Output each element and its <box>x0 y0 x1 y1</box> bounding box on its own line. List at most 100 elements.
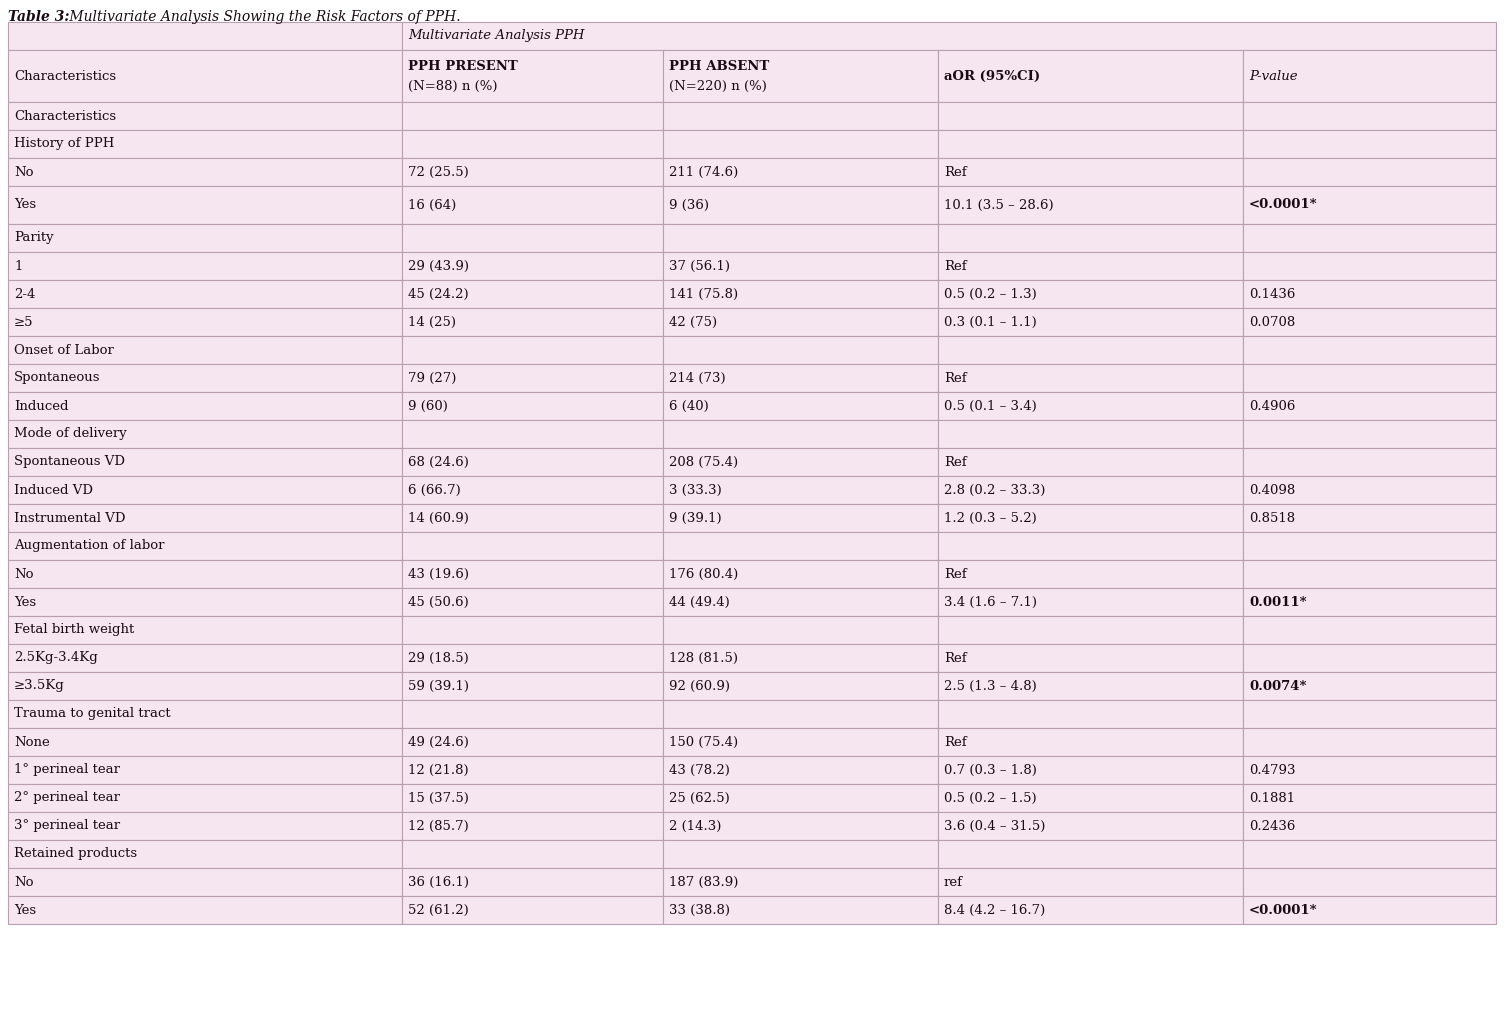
Text: 37 (56.1): 37 (56.1) <box>669 259 729 272</box>
Bar <box>663 364 938 392</box>
Bar <box>1242 186 1496 224</box>
Text: Fetal birth weight: Fetal birth weight <box>14 624 134 636</box>
Bar <box>938 130 1242 158</box>
Bar <box>403 868 663 896</box>
Bar <box>403 728 663 756</box>
Bar <box>663 784 938 812</box>
Text: 3.6 (0.4 – 31.5): 3.6 (0.4 – 31.5) <box>945 819 1045 833</box>
Bar <box>938 756 1242 784</box>
Text: 42 (75): 42 (75) <box>669 316 717 329</box>
Bar <box>663 186 938 224</box>
Bar <box>663 616 938 644</box>
Text: Ref: Ref <box>945 455 967 469</box>
Bar <box>938 364 1242 392</box>
Bar <box>938 728 1242 756</box>
Text: ≥5: ≥5 <box>14 316 33 329</box>
Text: 59 (39.1): 59 (39.1) <box>408 680 469 693</box>
Text: 0.4793: 0.4793 <box>1248 764 1295 776</box>
Text: 68 (24.6): 68 (24.6) <box>408 455 469 469</box>
Text: 10.1 (3.5 – 28.6): 10.1 (3.5 – 28.6) <box>945 198 1054 212</box>
Text: Characteristics: Characteristics <box>14 110 116 122</box>
Text: P-value: P-value <box>1248 70 1298 82</box>
Bar <box>663 560 938 588</box>
Bar <box>938 533 1242 560</box>
Text: 0.0011*: 0.0011* <box>1248 595 1307 609</box>
Bar <box>8 728 403 756</box>
Text: Ref: Ref <box>945 652 967 664</box>
Text: Trauma to genital tract: Trauma to genital tract <box>14 707 170 721</box>
Bar <box>8 812 403 840</box>
Bar <box>403 588 663 616</box>
Text: 52 (61.2): 52 (61.2) <box>408 904 469 917</box>
Bar <box>8 392 403 420</box>
Bar <box>403 22 1496 50</box>
Text: 45 (24.2): 45 (24.2) <box>408 288 469 300</box>
Text: Spontaneous VD: Spontaneous VD <box>14 455 125 469</box>
Bar <box>1242 728 1496 756</box>
Text: 187 (83.9): 187 (83.9) <box>669 876 738 888</box>
Text: Mode of delivery: Mode of delivery <box>14 428 126 441</box>
Text: Induced: Induced <box>14 400 69 412</box>
Bar <box>403 448 663 476</box>
Bar <box>403 130 663 158</box>
Bar <box>1242 420 1496 448</box>
Text: Augmentation of labor: Augmentation of labor <box>14 540 164 552</box>
Bar <box>8 308 403 336</box>
Bar <box>663 420 938 448</box>
Text: 33 (38.8): 33 (38.8) <box>669 904 729 917</box>
Bar <box>663 224 938 252</box>
Bar <box>8 644 403 672</box>
Text: 1° perineal tear: 1° perineal tear <box>14 764 120 776</box>
Bar <box>403 560 663 588</box>
Bar <box>8 448 403 476</box>
Bar <box>1242 784 1496 812</box>
Bar <box>403 186 663 224</box>
Text: Multivariate Analysis PPH: Multivariate Analysis PPH <box>408 30 585 42</box>
Bar <box>403 224 663 252</box>
Text: 1: 1 <box>14 259 23 272</box>
Text: PPH PRESENT: PPH PRESENT <box>408 60 517 73</box>
Bar <box>8 224 403 252</box>
Bar <box>663 280 938 308</box>
Bar <box>938 392 1242 420</box>
Bar <box>403 756 663 784</box>
Bar <box>663 448 938 476</box>
Text: Ref: Ref <box>945 567 967 581</box>
Text: 9 (36): 9 (36) <box>669 198 708 212</box>
Bar <box>8 868 403 896</box>
Text: 6 (66.7): 6 (66.7) <box>408 483 462 497</box>
Bar <box>8 560 403 588</box>
Bar <box>8 756 403 784</box>
Text: 2.8 (0.2 – 33.3): 2.8 (0.2 – 33.3) <box>945 483 1045 497</box>
Bar <box>663 588 938 616</box>
Text: 208 (75.4): 208 (75.4) <box>669 455 738 469</box>
Bar <box>8 336 403 364</box>
Bar <box>1242 840 1496 868</box>
Bar <box>1242 700 1496 728</box>
Bar <box>938 102 1242 130</box>
Text: (N=88) n (%): (N=88) n (%) <box>408 79 498 93</box>
Text: 45 (50.6): 45 (50.6) <box>408 595 469 609</box>
Bar <box>663 812 938 840</box>
Text: Characteristics: Characteristics <box>14 70 116 82</box>
Text: 92 (60.9): 92 (60.9) <box>669 680 729 693</box>
Text: 12 (85.7): 12 (85.7) <box>408 819 469 833</box>
Bar <box>8 476 403 504</box>
Bar <box>8 50 403 102</box>
Text: 0.4098: 0.4098 <box>1248 483 1295 497</box>
Text: 72 (25.5): 72 (25.5) <box>408 166 469 179</box>
Bar <box>663 102 938 130</box>
Bar <box>663 158 938 186</box>
Text: 43 (19.6): 43 (19.6) <box>408 567 469 581</box>
Bar <box>1242 560 1496 588</box>
Bar <box>663 840 938 868</box>
Text: 0.1436: 0.1436 <box>1248 288 1295 300</box>
Bar <box>403 784 663 812</box>
Text: Multivariate Analysis Showing the Risk Factors of PPH.: Multivariate Analysis Showing the Risk F… <box>65 10 460 24</box>
Bar <box>663 252 938 280</box>
Text: 0.5 (0.2 – 1.5): 0.5 (0.2 – 1.5) <box>945 792 1036 805</box>
Bar <box>1242 504 1496 533</box>
Bar <box>1242 448 1496 476</box>
Bar <box>8 588 403 616</box>
Bar <box>663 476 938 504</box>
